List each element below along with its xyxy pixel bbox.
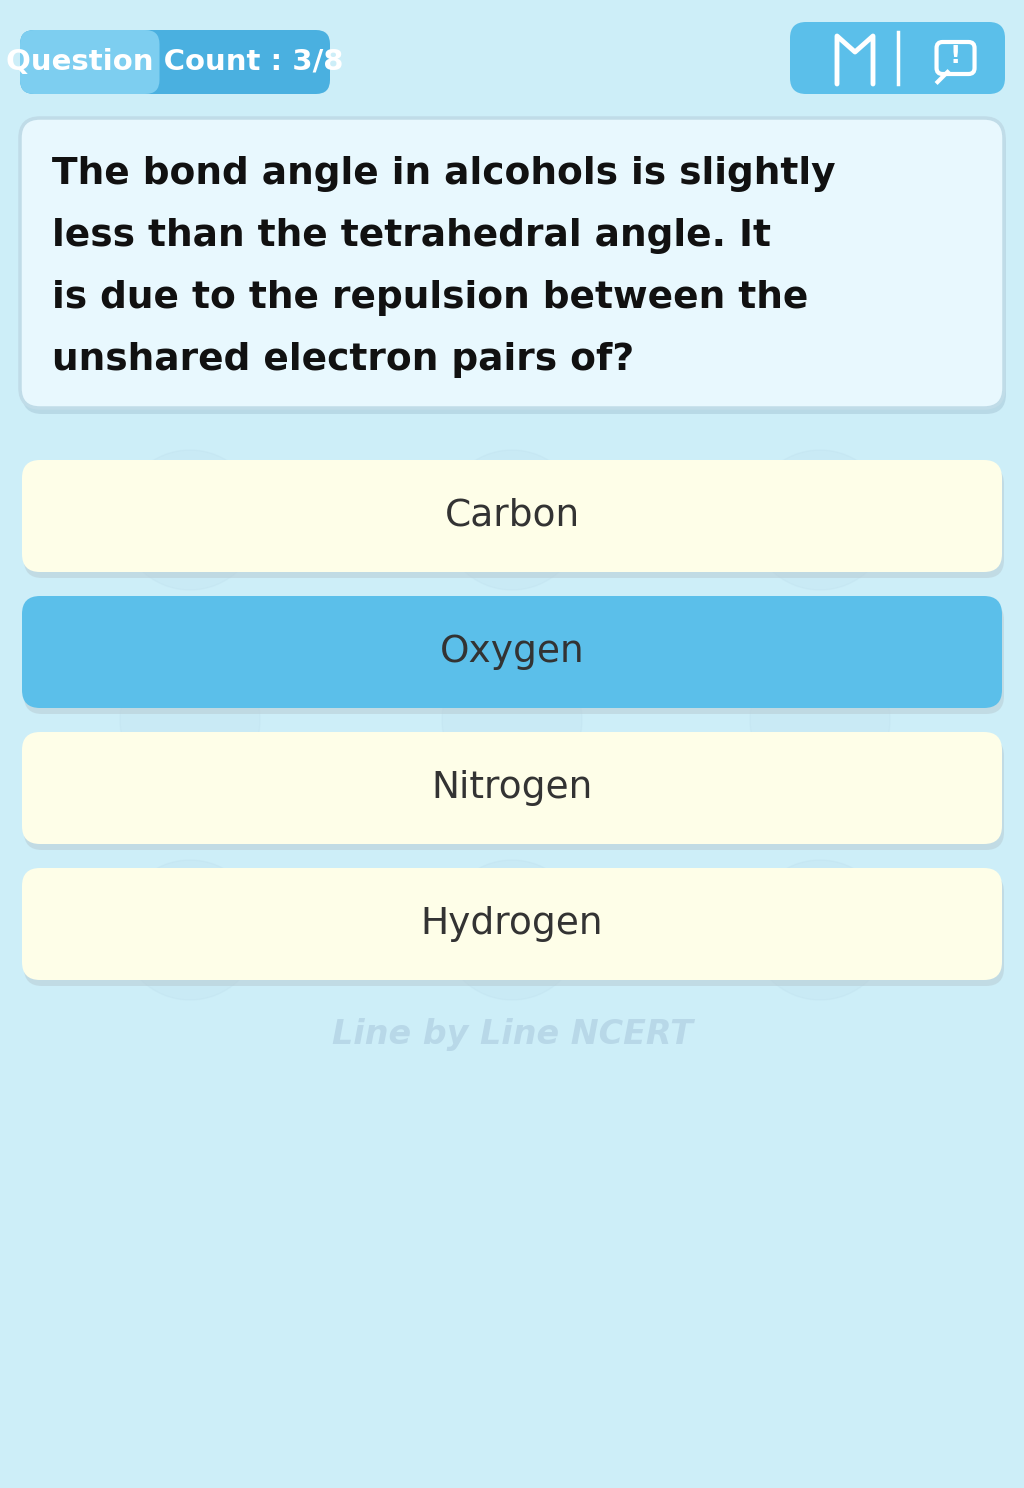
FancyBboxPatch shape <box>20 30 160 94</box>
FancyBboxPatch shape <box>790 22 1005 94</box>
Text: Line by Line NCERT: Line by Line NCERT <box>332 1018 692 1051</box>
FancyBboxPatch shape <box>24 738 1004 850</box>
Text: is due to the repulsion between the: is due to the repulsion between the <box>52 280 808 315</box>
Text: Nitrogen: Nitrogen <box>431 769 593 806</box>
FancyBboxPatch shape <box>20 30 330 94</box>
Circle shape <box>120 650 260 790</box>
Circle shape <box>120 860 260 1000</box>
Circle shape <box>120 449 260 591</box>
Text: unshared electron pairs of?: unshared electron pairs of? <box>52 342 634 378</box>
Text: Carbon: Carbon <box>444 498 580 534</box>
Text: Hydrogen: Hydrogen <box>421 906 603 942</box>
FancyBboxPatch shape <box>24 466 1004 577</box>
Text: !: ! <box>950 45 962 68</box>
Text: less than the tetrahedral angle. It: less than the tetrahedral angle. It <box>52 219 771 254</box>
FancyBboxPatch shape <box>20 118 1004 408</box>
Circle shape <box>442 449 582 591</box>
FancyBboxPatch shape <box>22 597 1002 708</box>
Text: The bond angle in alcohols is slightly: The bond angle in alcohols is slightly <box>52 156 836 192</box>
Text: Oxygen: Oxygen <box>439 634 585 670</box>
FancyBboxPatch shape <box>22 732 1002 844</box>
Circle shape <box>750 449 890 591</box>
Circle shape <box>442 650 582 790</box>
FancyBboxPatch shape <box>24 603 1004 714</box>
FancyBboxPatch shape <box>22 868 1002 981</box>
Text: Question Count : 3/8: Question Count : 3/8 <box>6 48 344 76</box>
FancyBboxPatch shape <box>24 873 1004 987</box>
Circle shape <box>750 860 890 1000</box>
Circle shape <box>442 860 582 1000</box>
FancyBboxPatch shape <box>22 460 1002 571</box>
FancyBboxPatch shape <box>22 124 1006 414</box>
Circle shape <box>750 650 890 790</box>
